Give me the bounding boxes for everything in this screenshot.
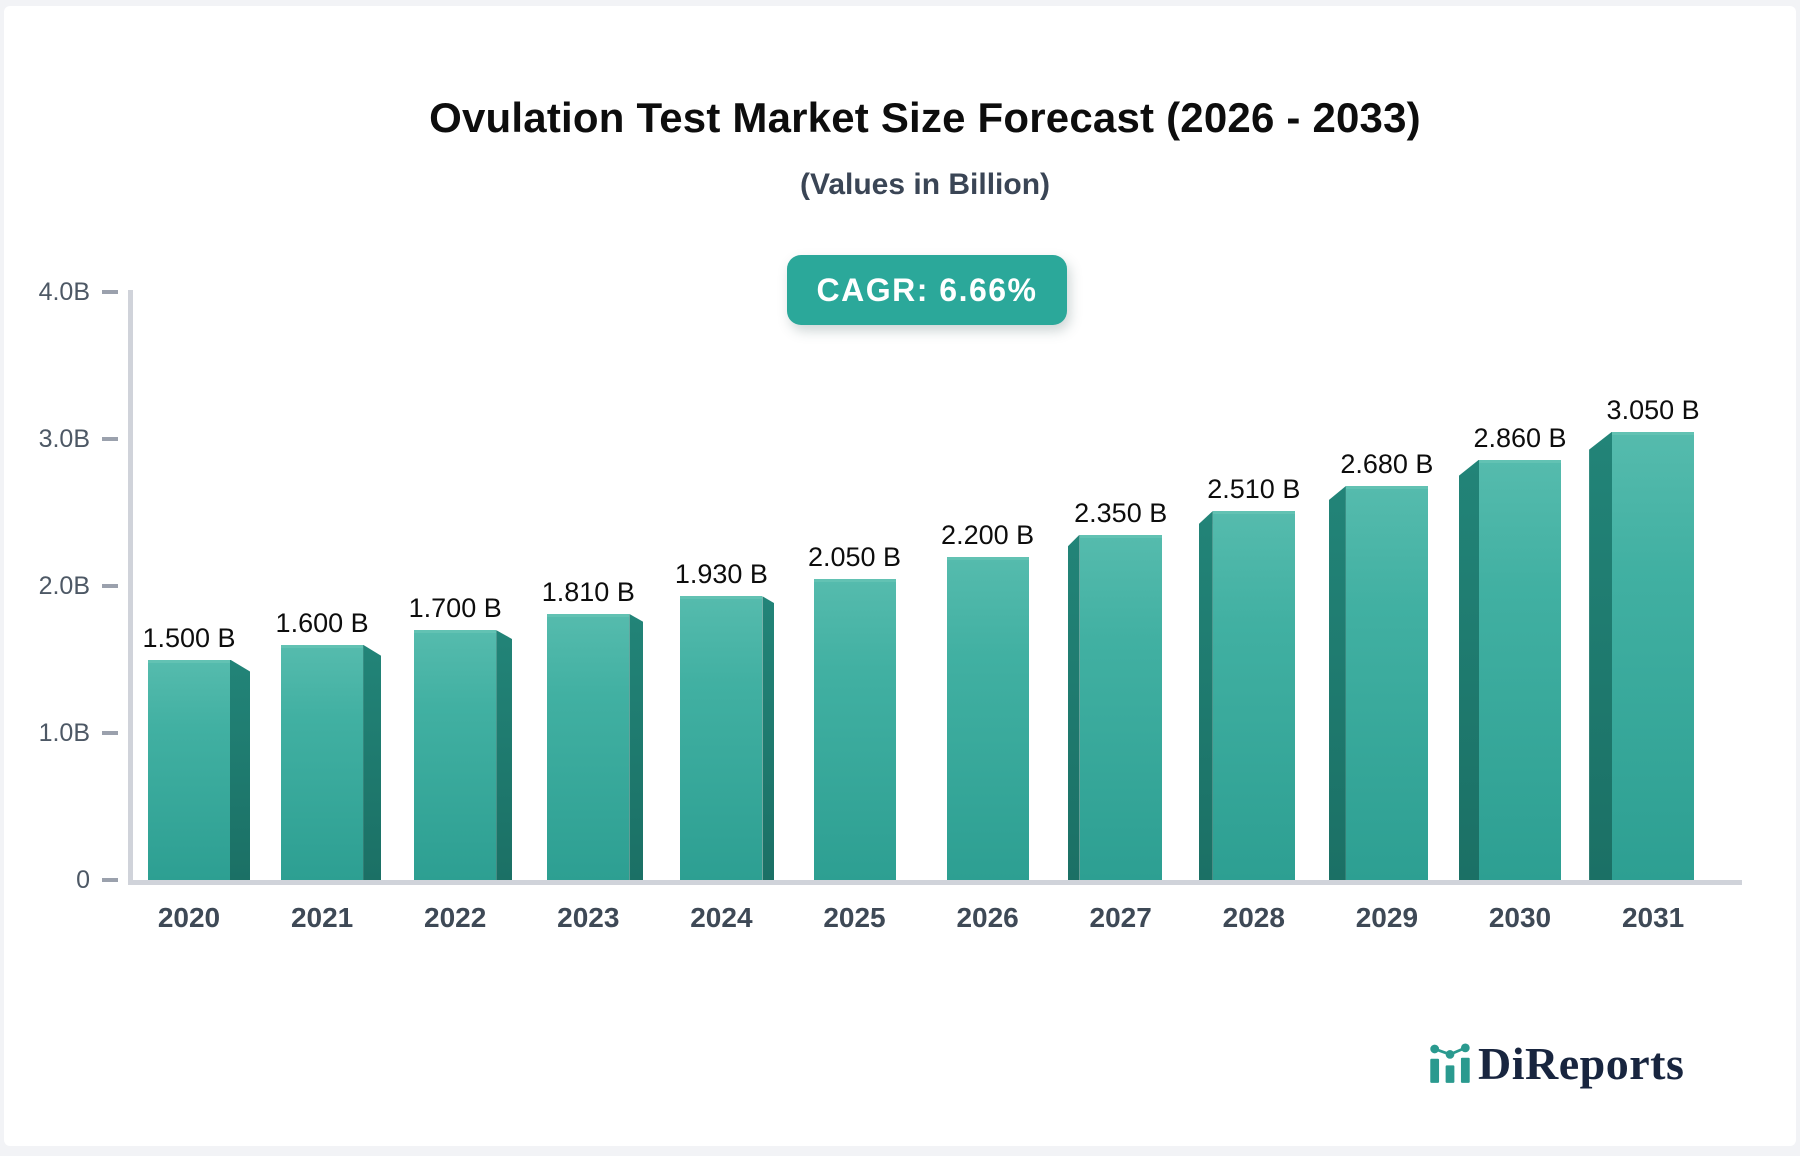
bar-value-label: 1.930 B [674,559,768,590]
y-axis-tick [102,731,118,735]
bar-side-face [1459,459,1479,880]
y-axis-tick [102,437,118,441]
x-axis-label-2020: 2020 [157,902,221,933]
bar-2025 [813,578,896,880]
x-axis-label-2023: 2023 [557,902,620,933]
bar-value-label: 1.500 B [142,622,236,653]
bar-2020 [148,659,230,880]
bar-2029 [1345,486,1428,880]
mini-bar-chart-icon [1430,1043,1470,1083]
x-axis-label-2024: 2024 [690,902,753,933]
x-axis-label-2031: 2031 [1621,902,1685,933]
bar-side-face [496,630,513,880]
chart-title: Ovulation Test Market Size Forecast (202… [429,94,1421,141]
cagr-badge: CAGR: 6.66% [787,255,1067,325]
bar-value-label: 1.700 B [408,593,502,624]
y-axis-tick-label: 2.0B [38,572,90,600]
bar-2026 [946,556,1029,880]
y-axis-tick [102,290,118,294]
bar-value-label: 2.680 B [1340,449,1434,480]
brand-logo: DiReports [1428,1038,1684,1090]
bar-2030 [1479,459,1561,880]
x-axis-label-2027: 2027 [1089,902,1152,933]
bar-value-label: 2.200 B [941,519,1035,550]
bar-value-label: 1.810 B [541,576,635,607]
bar-side-face [363,644,382,880]
bar-2023 [547,613,630,880]
y-axis-tick-label: 1.0B [38,719,90,747]
y-axis-tick [102,878,118,882]
y-axis-tick-label: 4.0B [38,278,90,306]
x-axis-label-2022: 2022 [424,902,487,933]
cagr-badge-label: CAGR: 6.66% [816,271,1038,308]
bar-side-face [762,596,775,880]
bar-side-face [1589,431,1613,880]
bar-side-face [1328,486,1346,880]
x-axis-line [128,880,1742,885]
bar-side-face [629,613,644,880]
bar-2027 [1079,534,1162,880]
x-axis-label-2026: 2026 [956,902,1019,933]
bar-side-face [1198,511,1213,880]
x-axis-label-2030: 2030 [1488,902,1552,933]
bar-value-label: 2.860 B [1473,422,1567,453]
bar-2024 [680,596,763,880]
y-axis-tick-label: 0 [76,866,90,894]
x-axis-label-2028: 2028 [1222,902,1285,933]
y-axis-line [128,290,133,885]
bar-2028 [1212,511,1295,880]
bar-2031 [1612,431,1695,880]
bar-value-label: 3.050 B [1606,394,1700,425]
x-axis-label-2029: 2029 [1355,902,1419,933]
bar-value-label: 2.510 B [1207,474,1301,505]
chart-subtitle: (Values in Billion) [799,168,1051,201]
y-axis-tick [102,584,118,588]
brand-logo-text: DiReports [1478,1038,1685,1089]
bar-value-label: 2.050 B [807,541,902,572]
bar-2021 [281,644,364,880]
bar-side-face [230,659,250,880]
bar-value-label: 2.350 B [1074,497,1168,528]
bar-value-label: 1.600 B [275,607,369,638]
bar-side-face [1067,534,1080,880]
x-axis-label-2025: 2025 [823,902,886,933]
y-axis-tick-label: 3.0B [38,425,90,453]
x-axis-label-2021: 2021 [290,902,354,933]
bar-2022 [414,630,497,880]
